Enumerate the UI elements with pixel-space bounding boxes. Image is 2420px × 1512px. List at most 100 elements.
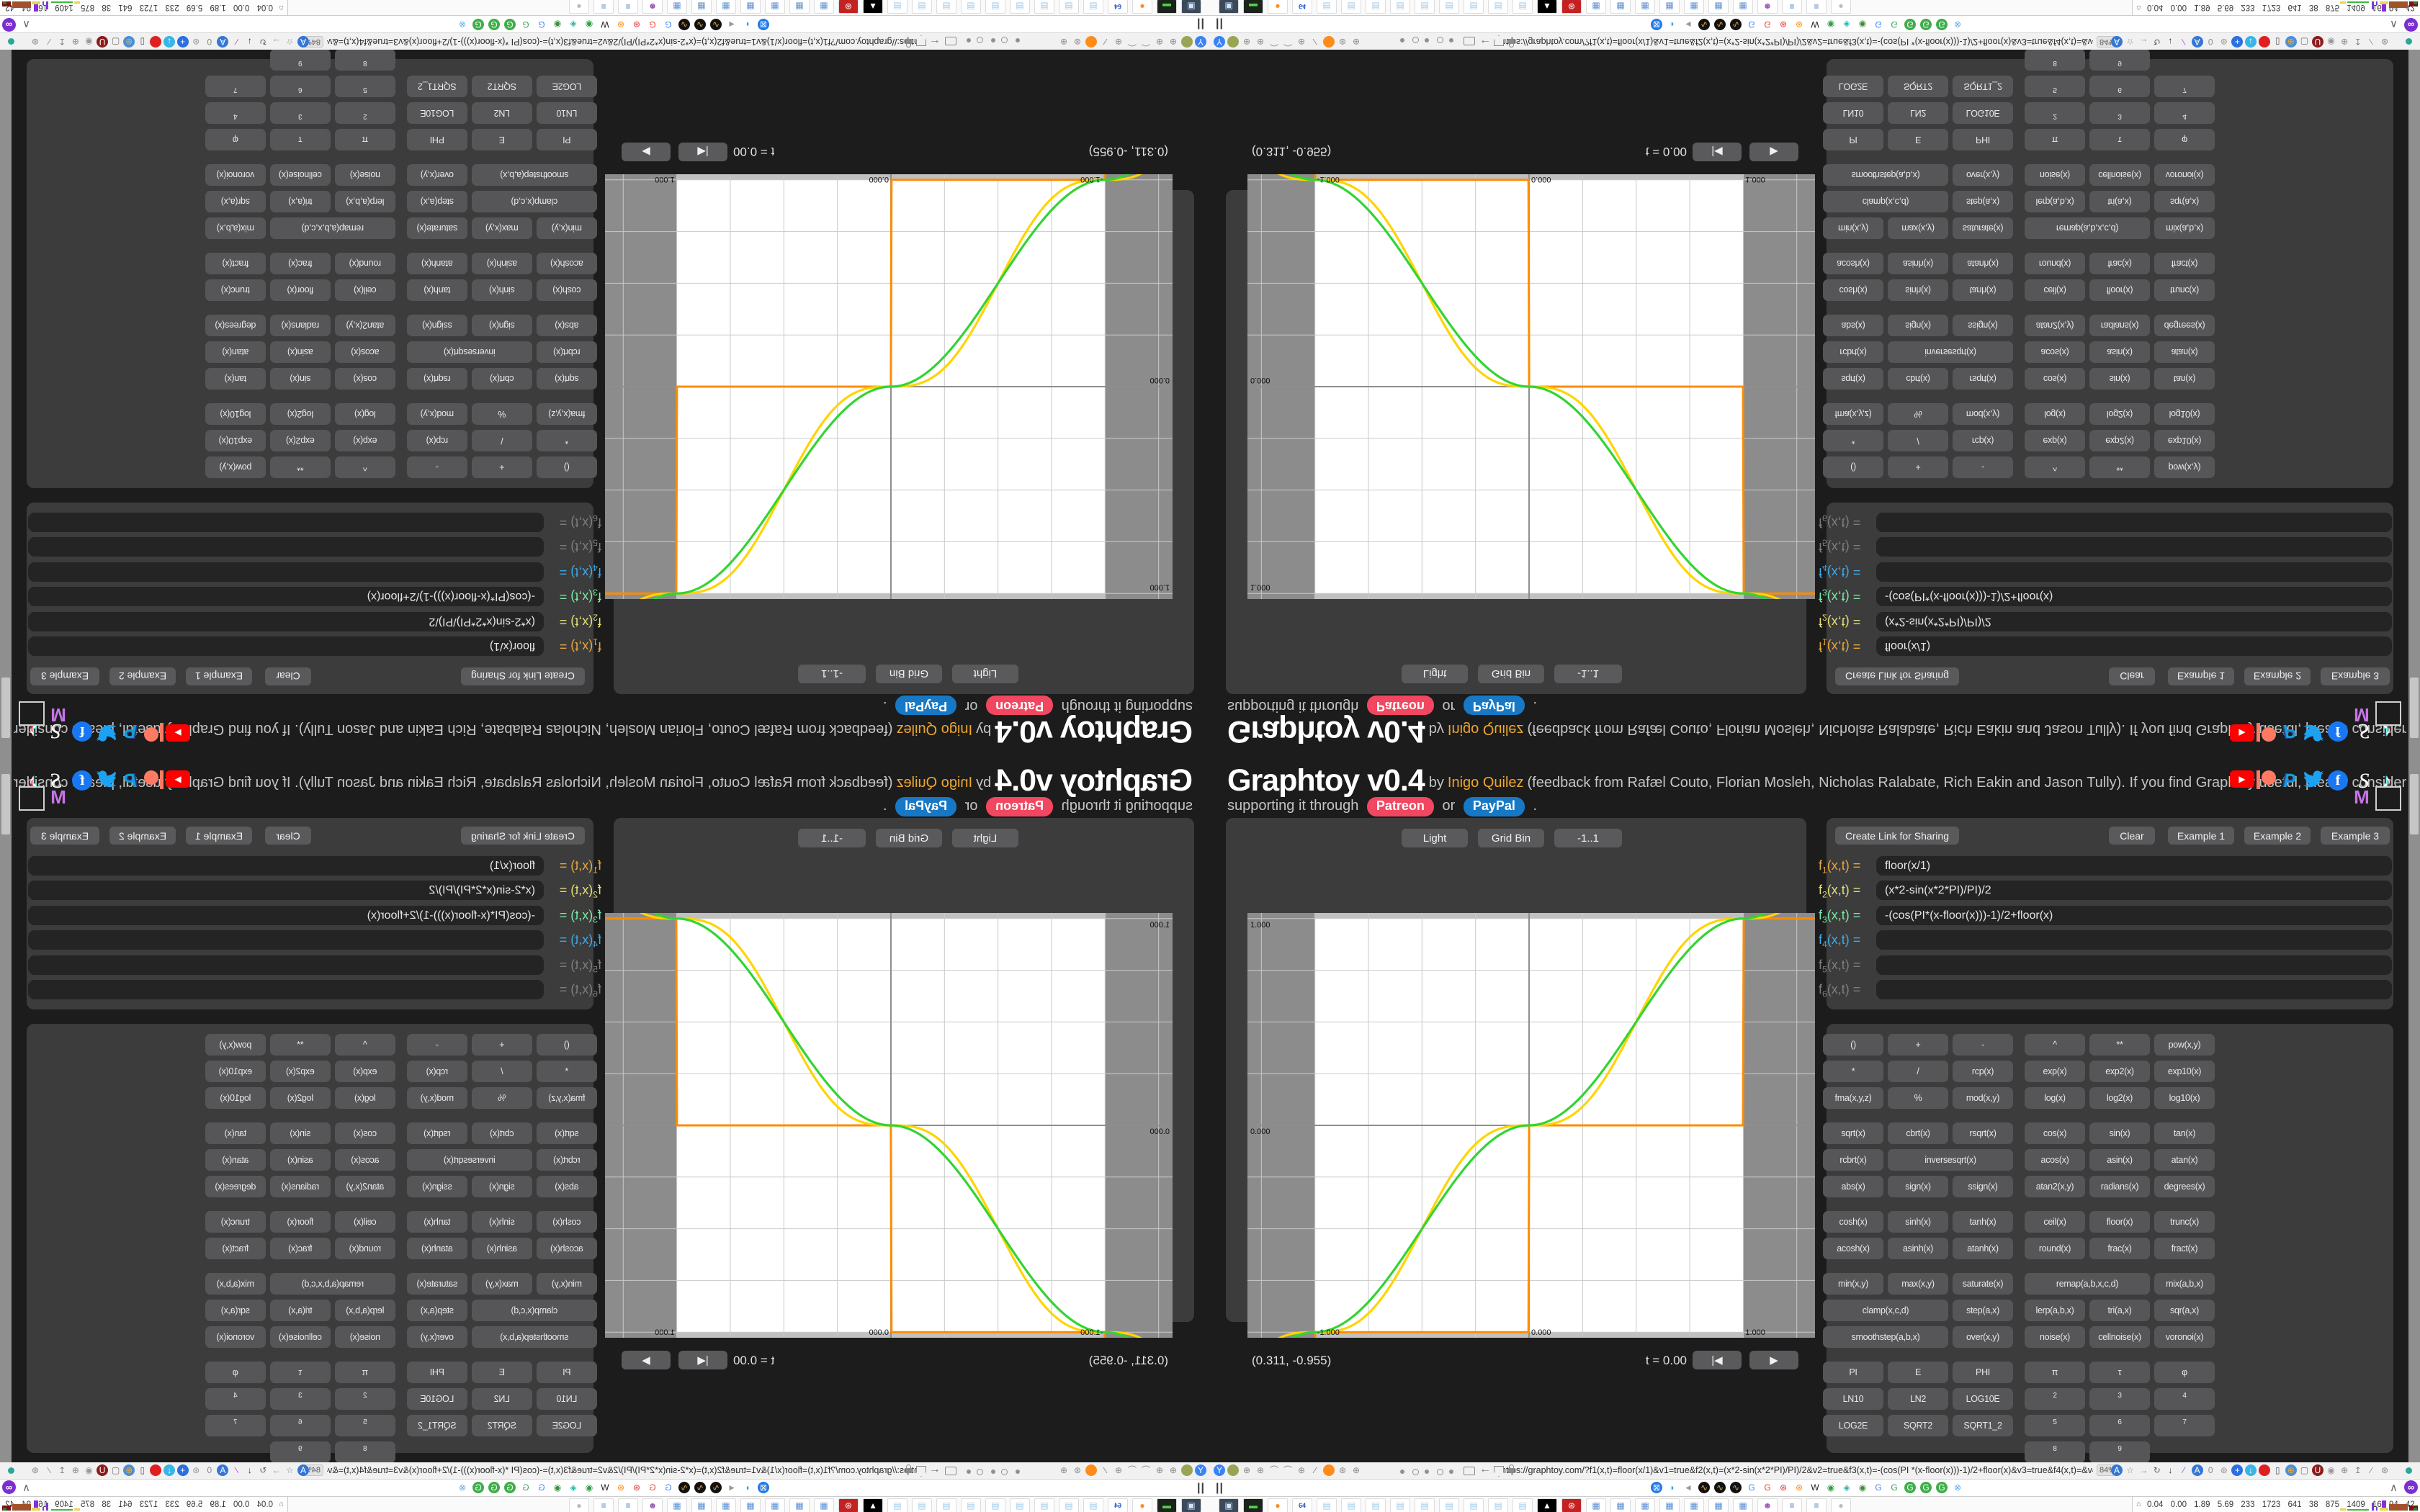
keypad-button-[interactable]: -: [407, 456, 467, 478]
translate-icon[interactable]: A: [2191, 1464, 2203, 1476]
gear-orange-icon[interactable]: ⊛: [1795, 1482, 1803, 1493]
red-badge-tab-icon[interactable]: ⊛: [1561, 0, 1582, 14]
keypad-button-rcpx[interactable]: rcp(x): [407, 430, 467, 451]
graph-canvas[interactable]: 1.000 0.000 -1.000 0.000 1.000: [1246, 876, 1816, 1375]
patreon-button[interactable]: Patreon: [1366, 696, 1434, 715]
keypad-button-minxy[interactable]: min(x,y): [537, 1273, 597, 1295]
pin-icon[interactable]: ◉: [1858, 19, 1867, 30]
theme-toggle-button[interactable]: Light: [952, 665, 1018, 683]
keypad-button-saturatex[interactable]: saturate(x): [407, 217, 467, 239]
keypad-button-stepax[interactable]: step(a,x): [407, 191, 467, 212]
calculator-tab-icon[interactable]: ▦: [765, 0, 785, 14]
refresh-icon[interactable]: ↻: [2153, 1465, 2161, 1475]
translate-icon[interactable]: A: [217, 1464, 229, 1476]
url-text[interactable]: https://graphtoy.com/?f1(x,t)=floor(x/1)…: [1501, 37, 2093, 47]
box-icon[interactable]: ▢: [2300, 37, 2309, 47]
keypad-button-exp10x[interactable]: exp10(x): [2154, 430, 2215, 451]
radio-dot-icon[interactable]: [1412, 37, 1419, 43]
keypad-button-atan2xy[interactable]: atan2(x,y): [2025, 1176, 2085, 1197]
snowflake-icon[interactable]: ⊗: [458, 19, 467, 30]
wave-icon[interactable]: ∿: [1698, 1482, 1710, 1493]
keypad-button-clampxcd[interactable]: clamp(x,c,d): [1823, 191, 1948, 212]
formula-input-f6[interactable]: [1876, 513, 2392, 532]
keypad-button-logx[interactable]: log(x): [335, 403, 395, 425]
keypad-button-cellnoisex[interactable]: cellnoise(x): [2089, 164, 2150, 186]
radio-dot-icon[interactable]: [1449, 1470, 1453, 1474]
radio-dot-icon[interactable]: [1437, 37, 1443, 43]
range-button[interactable]: -1..1: [1554, 829, 1622, 847]
keypad-button-log10e[interactable]: LOG10E: [407, 102, 467, 124]
keypad-button-modxy[interactable]: mod(x,y): [1953, 403, 2013, 425]
calculator-tab-icon[interactable]: ▦: [814, 1498, 834, 1512]
calculator-tab-icon[interactable]: ▦: [1733, 0, 1753, 14]
google-icon[interactable]: G: [1746, 19, 1757, 30]
facebook-icon[interactable]: f: [72, 770, 92, 791]
keypad-button-[interactable]: τ: [2089, 1362, 2150, 1383]
radio-dot-icon[interactable]: [1001, 37, 1008, 43]
globe-icon[interactable]: ⊕: [1155, 37, 1164, 47]
url-text[interactable]: https://graphtoy.com/?f1(x,t)=floor(x/1)…: [1501, 1465, 2093, 1475]
chevron-up-icon[interactable]: ∧: [2390, 1482, 2398, 1494]
gear-icon[interactable]: ⊛: [2220, 37, 2228, 47]
floppy-tab-icon[interactable]: 64: [1292, 1498, 1312, 1512]
radio-dot-icon[interactable]: [991, 1470, 995, 1474]
mail-icon[interactable]: ⊠: [1651, 1482, 1662, 1493]
calculator-tab-icon[interactable]: ▦: [716, 0, 736, 14]
mastodon-icon[interactable]: M: [50, 704, 66, 726]
folder-icon[interactable]: [945, 1467, 956, 1475]
create-share-link-button[interactable]: Create Link for Sharing: [1835, 667, 1959, 685]
thumb-icon[interactable]: ↥: [2354, 1465, 2362, 1475]
grid-mode-button[interactable]: Grid Bin: [1478, 829, 1544, 847]
keypad-button-fractx[interactable]: fract(x): [205, 1238, 266, 1259]
star-icon[interactable]: ☆: [2126, 37, 2134, 47]
keypad-button-powxy[interactable]: pow(x,y): [2154, 1034, 2215, 1056]
keypad-button-minxy[interactable]: min(x,y): [1823, 1273, 1883, 1295]
keypad-button-[interactable]: %: [1888, 403, 1948, 425]
keypad-button-rsqrtx[interactable]: rsqrt(x): [407, 1122, 467, 1144]
notepad-tab-icon[interactable]: ▤: [985, 0, 1005, 14]
keypad-button-sinhx[interactable]: sinh(x): [472, 279, 532, 301]
notepad-tab-icon[interactable]: ▤: [1059, 1498, 1079, 1512]
keypad-button-maxxy[interactable]: max(x,y): [472, 1273, 532, 1295]
scroll-tab-icon[interactable]: ≡: [593, 0, 614, 14]
keypad-button-5[interactable]: 5: [2025, 76, 2085, 97]
google-icon[interactable]: G: [536, 19, 547, 30]
formula-input-f6[interactable]: [28, 513, 544, 532]
scroll-tab-icon[interactable]: ≡: [618, 0, 638, 14]
calculator-tab-icon[interactable]: ▦: [691, 1498, 712, 1512]
keypad-button-9[interactable]: 9: [2089, 1441, 2150, 1463]
scroll-tab-icon[interactable]: ≡: [1782, 0, 1802, 14]
keypad-button-expx[interactable]: exp(x): [335, 430, 395, 451]
keypad-button-clampxcd[interactable]: clamp(x,c,d): [1823, 1300, 1948, 1321]
gear-icon[interactable]: ⊛: [1338, 37, 1347, 47]
keypad-button-8[interactable]: 8: [335, 1441, 395, 1463]
g-circle-icon[interactable]: G: [504, 1482, 516, 1493]
keypad-button-truncx[interactable]: trunc(x): [205, 1211, 266, 1233]
globe-icon[interactable]: ⊕: [1297, 37, 1306, 47]
keypad-button-rcbrtx[interactable]: rcbrt(x): [1823, 1149, 1883, 1171]
keypad-button-exp2x[interactable]: exp2(x): [270, 430, 331, 451]
example-1-button[interactable]: Example 1: [186, 827, 252, 845]
keypad-button-truncx[interactable]: trunc(x): [2154, 1211, 2215, 1233]
keypad-button-stepax[interactable]: step(a,x): [1953, 191, 2013, 212]
keypad-button-4[interactable]: 4: [205, 1388, 266, 1410]
keypad-button-3[interactable]: 3: [2089, 1388, 2150, 1410]
keypad-button-fracx[interactable]: frac(x): [2089, 253, 2150, 274]
google-icon[interactable]: G: [1873, 19, 1884, 30]
keypad-button-[interactable]: τ: [270, 129, 331, 150]
formula-input-f2[interactable]: [1876, 612, 2392, 631]
mastodon-icon[interactable]: M: [2354, 704, 2370, 726]
keypad-button-lerpabx[interactable]: lerp(a,b,x): [2025, 1300, 2085, 1321]
cube-icon[interactable]: ◈: [1843, 19, 1850, 30]
pin-icon[interactable]: ◉: [553, 19, 562, 30]
keypad-button-asinx[interactable]: asin(x): [2089, 1149, 2150, 1171]
gear-icon[interactable]: ⊛: [31, 1465, 40, 1475]
keypad-button-sqrt2[interactable]: SQRT2: [472, 76, 532, 97]
author-link[interactable]: Inigo Quilez: [1447, 721, 1524, 737]
hand-tab-icon[interactable]: ●: [1831, 1498, 1851, 1512]
keypad-button-[interactable]: **: [2089, 456, 2150, 478]
device-tab-icon[interactable]: ▬: [1243, 1498, 1263, 1512]
keypad-button-[interactable]: φ: [205, 1362, 266, 1383]
gear-icon[interactable]: ⊛: [31, 37, 40, 47]
thumb-icon[interactable]: ↥: [58, 1465, 66, 1475]
